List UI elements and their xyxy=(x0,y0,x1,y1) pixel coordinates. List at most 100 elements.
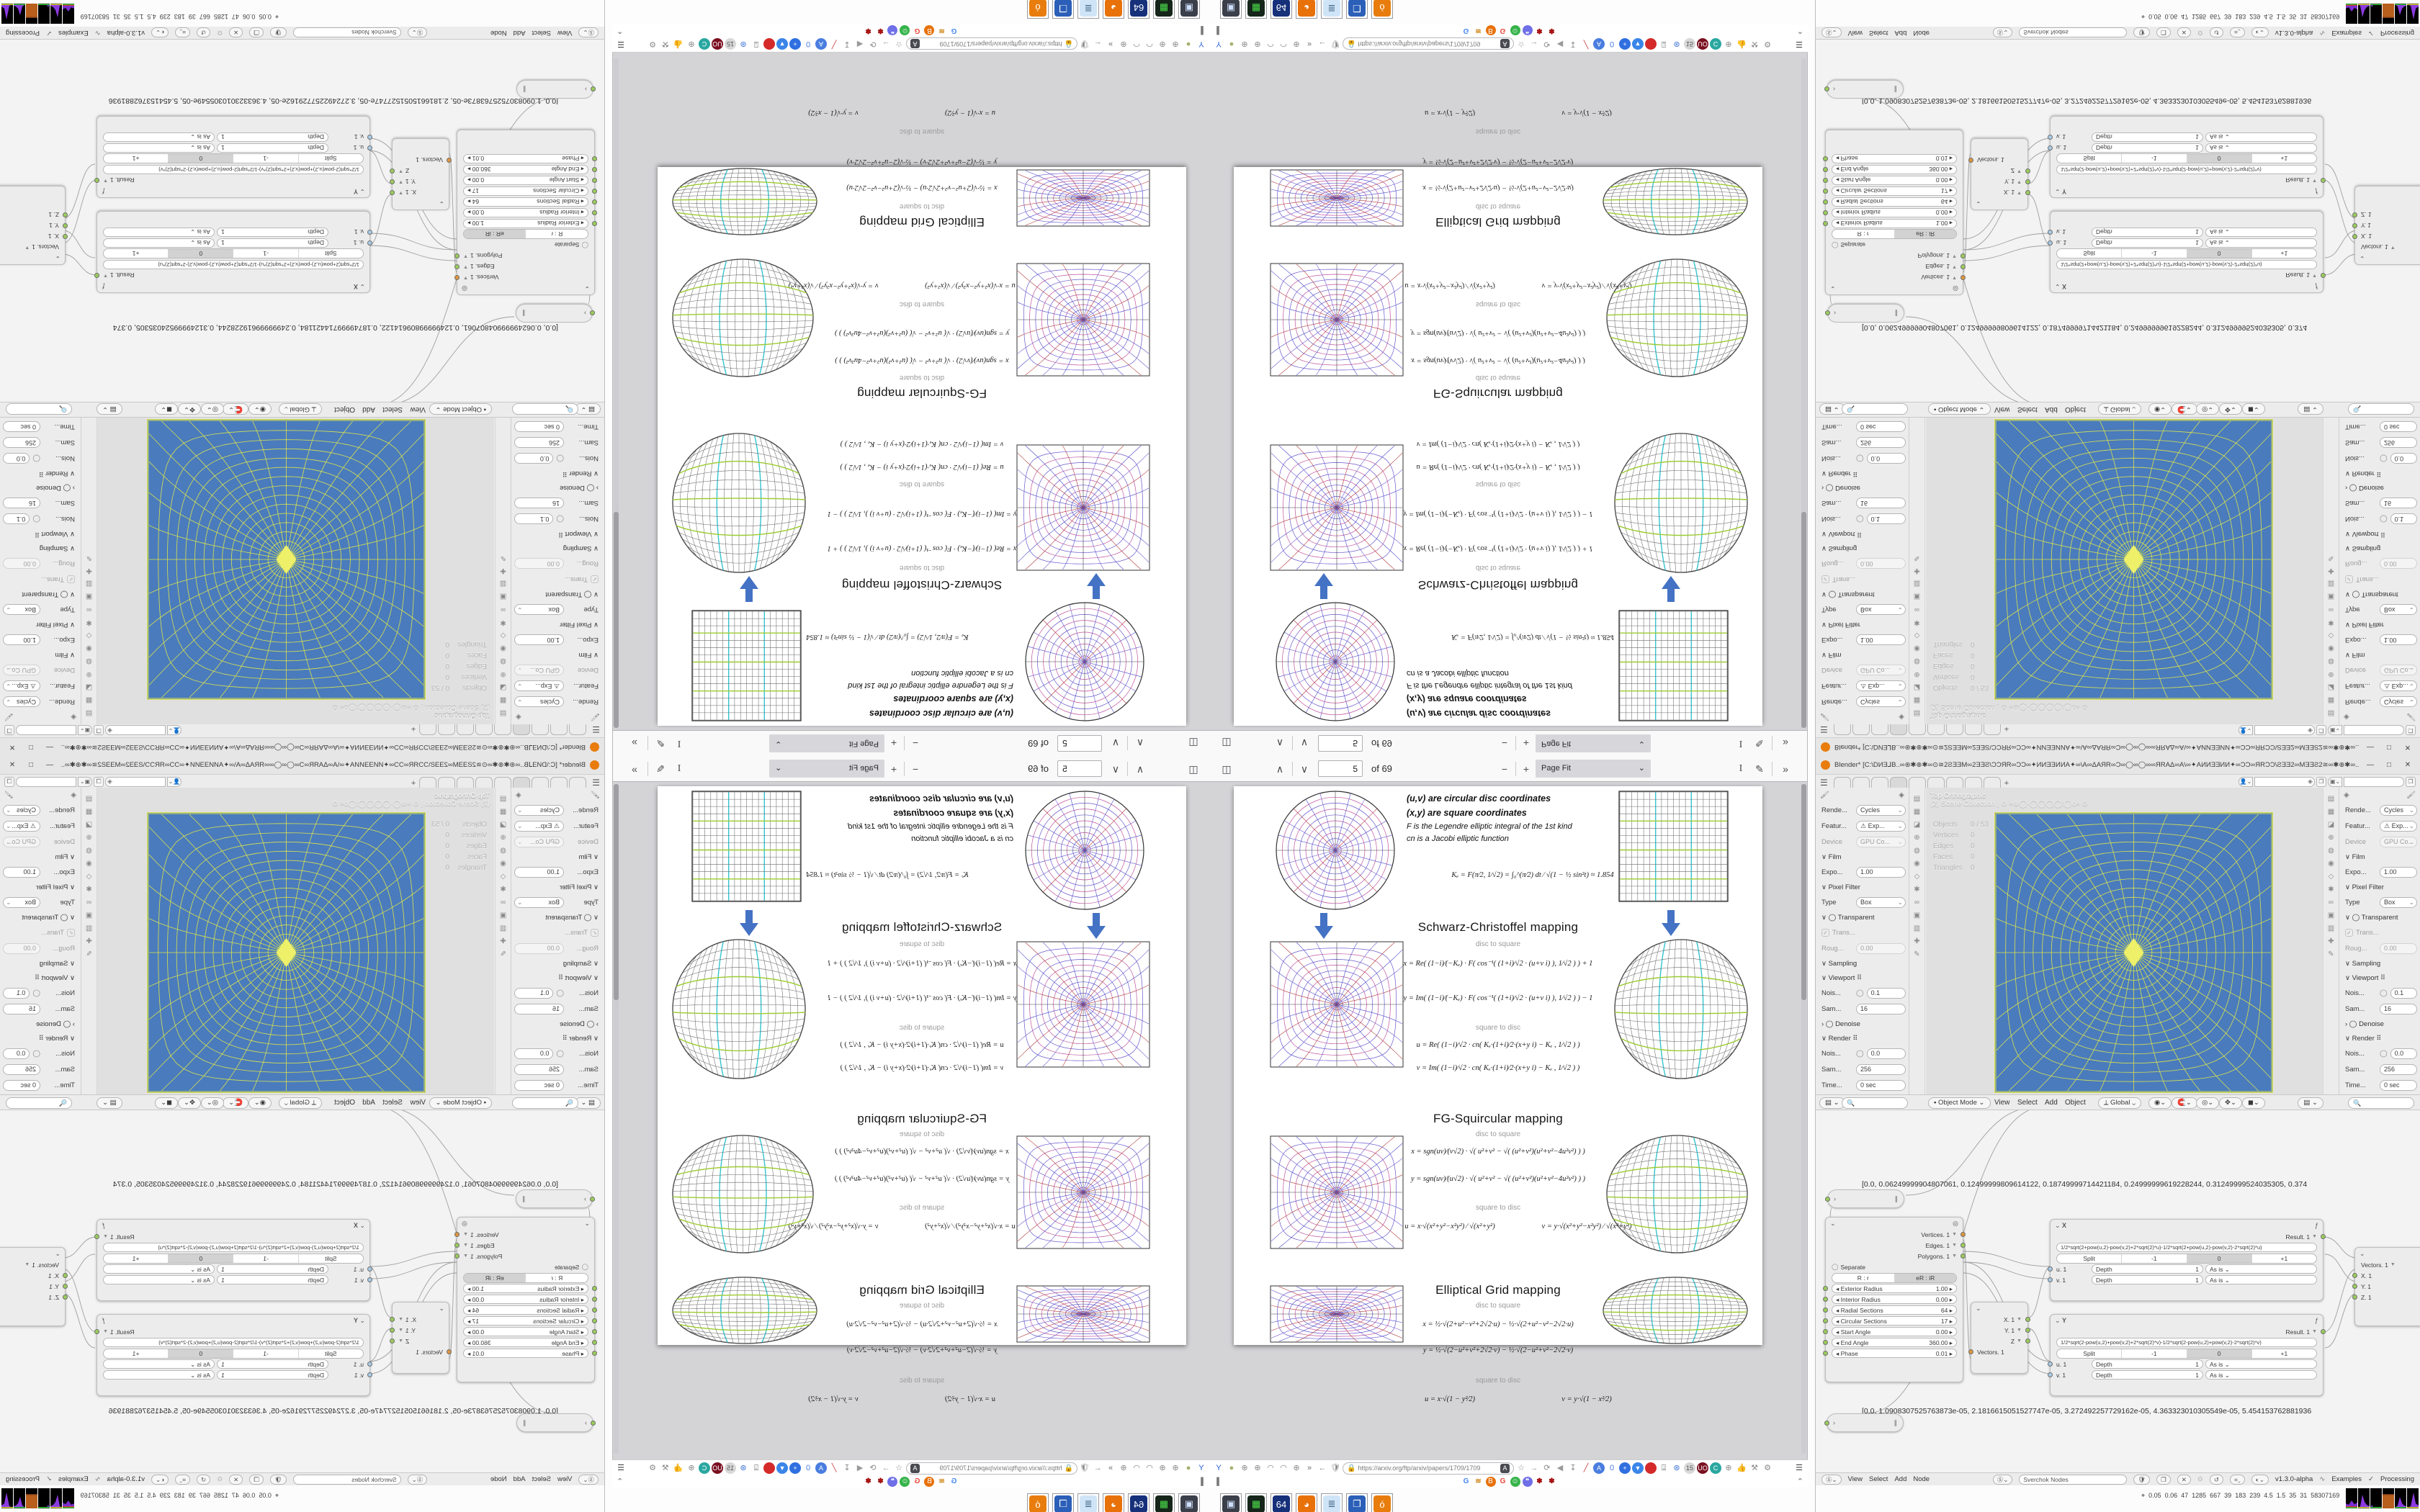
prop-value[interactable]: 1.00 xyxy=(2380,866,2417,878)
prop-row-expo[interactable]: Expo... 1.00 xyxy=(0,632,81,648)
google-icon[interactable]: G xyxy=(951,1477,957,1485)
search-input[interactable]: 🔍 xyxy=(512,1097,578,1109)
property-tab-icon[interactable]: ▦ xyxy=(2327,696,2335,704)
menu-add[interactable]: Add xyxy=(362,405,375,413)
workspace-tab[interactable] xyxy=(438,724,456,735)
taskbar-button-system-monitor[interactable]: ▦ xyxy=(1245,0,1267,19)
menu-add[interactable]: Add xyxy=(362,1099,375,1107)
copy-icon[interactable]: ❐ xyxy=(2406,725,2416,736)
property-tab-icon[interactable]: ▣ xyxy=(499,912,507,919)
collapsed-node[interactable]: › ∥ xyxy=(516,304,595,323)
chat-bubble-icon[interactable]: ❝ xyxy=(1522,25,1533,35)
menu-select[interactable]: Select xyxy=(382,405,403,413)
chat-bubble-icon[interactable]: ❝ xyxy=(1522,1477,1533,1487)
workspace-tab[interactable] xyxy=(513,777,531,788)
prop-value[interactable]: 16 xyxy=(3,498,40,509)
workspace-tab[interactable] xyxy=(1908,777,1926,788)
taskbar-button-firefox[interactable]: ◕ xyxy=(1103,1493,1124,1512)
copy-icon[interactable]: ❐ xyxy=(2406,776,2416,787)
prop-row-roug[interactable]: Roug... 0.00 xyxy=(511,940,604,956)
snap-settings[interactable]: 🧲⌄ xyxy=(223,403,248,415)
workspace-tab[interactable] xyxy=(1964,724,1982,735)
menu-select[interactable]: Select xyxy=(1869,1475,1888,1483)
prop-row-transparent[interactable]: ∨ ◯ Transparent xyxy=(1821,913,1875,922)
overlays-toggle[interactable]: ◼⌄ xyxy=(155,1097,178,1109)
property-tab-icon[interactable]: ▤ xyxy=(2327,795,2335,803)
prop-value[interactable]: 1.00 xyxy=(2380,634,2417,646)
snap-toggle[interactable]: ◉⌄ xyxy=(248,1097,272,1109)
menu-add[interactable]: Add xyxy=(1894,29,1907,37)
snap-icon[interactable]: ⌗⌄ xyxy=(175,27,191,38)
sphere-icon[interactable]: ◐⌄ xyxy=(2251,1474,2269,1485)
collapse-icon[interactable]: ⌃ xyxy=(1796,1477,1803,1486)
prop-value[interactable]: 0.00 xyxy=(2380,558,2417,570)
tree-type-icon[interactable]: Ⓢ⌄ xyxy=(1992,27,2013,38)
globe-icon[interactable]: ⊕ xyxy=(1254,1464,1261,1472)
pin-icon[interactable]: ✩ xyxy=(217,29,223,37)
prop-row-denoise[interactable]: › ◯ Denoise xyxy=(1821,1020,1860,1028)
wrap-buttons[interactable]: Split -1 0 +1 xyxy=(2056,1253,2317,1264)
taskbar-button-system-monitor[interactable]: ▦ xyxy=(1153,0,1175,19)
torus-param-interior-radius[interactable]: ◂ Interior Radius 0.00 ▸ xyxy=(1823,1294,1963,1305)
property-tab-icon[interactable]: ⊕ xyxy=(2328,670,2334,678)
pin-icon[interactable]: ◈ xyxy=(516,791,521,799)
prop-row-featur[interactable]: Featur... ⚠ Exp... ⌄ xyxy=(511,678,604,694)
draw-tool[interactable]: ✎ xyxy=(1755,763,1764,775)
prop-row-pixelfilter[interactable]: ∨ Pixel Filter xyxy=(560,883,599,891)
torus-param-end-angle[interactable]: ◂ End Angle 360.00 ▸ xyxy=(457,1337,597,1348)
param-field[interactable]: ◂ Interior Radius 0.00 ▸ xyxy=(463,208,588,217)
prop-row-rende[interactable]: Rende... Cycles ⌄ xyxy=(1816,802,1909,818)
property-tab-icon[interactable]: ▥ xyxy=(1913,580,1921,588)
workspace-tab[interactable] xyxy=(1927,777,1945,788)
gauge-icon[interactable]: ◠ xyxy=(1280,40,1287,48)
prop-row-roug[interactable]: Roug... 0.00 xyxy=(0,940,81,956)
menu-select[interactable]: Select xyxy=(2017,1099,2038,1107)
stack-icon[interactable]: ≋ xyxy=(1475,1477,1482,1485)
text-select-tool[interactable]: I xyxy=(677,738,681,749)
privacy-circle-icon[interactable]: ● xyxy=(1229,40,1234,48)
workspace-tab[interactable] xyxy=(1983,777,2001,788)
editor-type-button[interactable]: Ⓢ⌄ xyxy=(578,1474,599,1485)
property-tab-icon[interactable]: ◪ xyxy=(85,821,93,829)
gear-icon[interactable]: ⚙ xyxy=(1764,1464,1771,1472)
prop-row-sam[interactable]: Sam... 256 xyxy=(1816,435,1909,451)
scene-selector[interactable]: 👤⌄ ◈ ❐ xyxy=(2238,725,2326,736)
prop-row-trans[interactable]: ✓ Trans... xyxy=(511,572,604,588)
previous-page-button[interactable]: ∧ xyxy=(1136,763,1144,775)
wrap-buttons[interactable]: Split -1 0 +1 xyxy=(2056,153,2317,164)
menu-object[interactable]: Object xyxy=(334,1099,355,1107)
property-tab-icon[interactable]: ▥ xyxy=(1913,924,1921,932)
viewport-3d[interactable]: Top Orthographic (2) Scene Collection | … xyxy=(1926,788,2323,1094)
overflow-chevrons-icon[interactable]: » xyxy=(1307,40,1312,48)
prop-row-device[interactable]: Device GPU Co... ⌄ xyxy=(1816,662,1909,678)
prop-value[interactable]: 16 xyxy=(1856,498,1906,509)
prop-row-film[interactable]: ∨ Film xyxy=(55,651,75,660)
prop-value[interactable]: 0 sec xyxy=(1856,1079,1906,1091)
view-layer-selector[interactable]: ▣⌄ ❐ xyxy=(4,776,92,787)
property-tab-icon[interactable]: ▦ xyxy=(1913,696,1921,704)
prop-row-sam[interactable]: Sam... 16 xyxy=(2339,495,2420,511)
v-logo-icon[interactable]: Y xyxy=(1198,40,1204,48)
close-button[interactable]: ✕ xyxy=(9,761,16,769)
radio-circle[interactable]: ◯ xyxy=(556,515,564,523)
scrollbar-thumb[interactable] xyxy=(1801,512,1806,728)
prop-value[interactable]: 0.00 xyxy=(3,558,40,570)
menu-object[interactable]: Object xyxy=(334,405,355,413)
torus-node[interactable]: ⌄ ◎ Vertices. 1 ▼ Edges. 1 ▼ Polygons. 1 ▼ ◯… xyxy=(454,130,597,295)
prop-row-film[interactable]: ∨ Film xyxy=(1821,852,1842,861)
property-tab-icon[interactable]: ◉ xyxy=(500,860,506,868)
prop-row-sampling[interactable]: ∨ Sampling xyxy=(2345,959,2381,968)
property-tab-icon[interactable]: ✎ xyxy=(1914,950,1920,958)
property-tab-icon[interactable]: ∞ xyxy=(2328,899,2334,906)
prop-row-film[interactable]: ∨ Film xyxy=(2345,852,2365,861)
box-15-icon[interactable]: 15 xyxy=(725,1462,736,1474)
prop-row-time[interactable]: Time... 0 sec xyxy=(0,419,81,435)
prop-row-expo[interactable]: Expo... 1.00 xyxy=(1816,864,1909,880)
prop-value[interactable]: ⚠ Exp... ⌄ xyxy=(2380,820,2417,832)
prop-row-render[interactable]: ∨ Render ⠿ xyxy=(38,1034,75,1043)
gauge-icon[interactable]: ◠ xyxy=(1267,40,1274,48)
vector-out-node[interactable]: ⌄ Vectors. 1 ▼ X. 1 Y. 1 Z. 1 xyxy=(0,186,68,265)
prop-row-time[interactable]: Time... 0 sec xyxy=(2339,419,2420,435)
workspace-tab[interactable] xyxy=(1870,724,1888,735)
param-field[interactable]: ◂ End Angle 360.00 ▸ xyxy=(1832,1338,1957,1347)
